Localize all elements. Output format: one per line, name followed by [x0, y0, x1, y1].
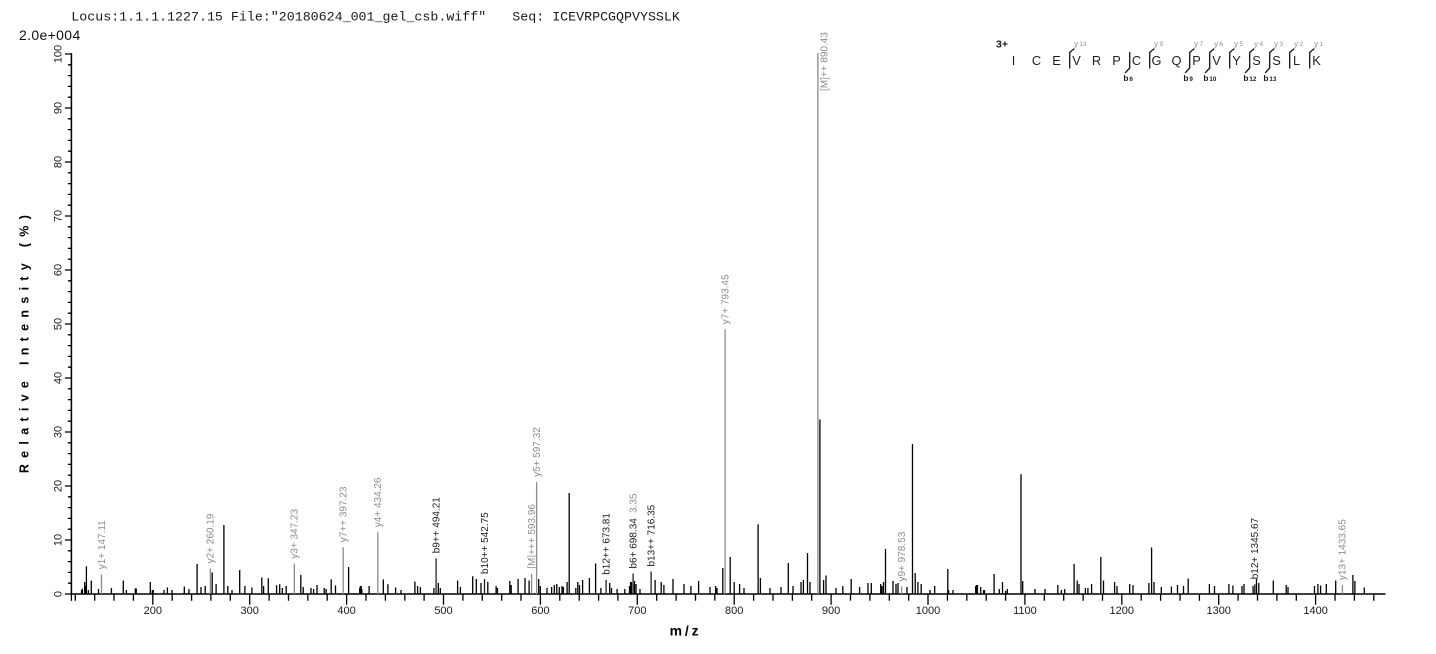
svg-text:V: V — [1072, 53, 1081, 68]
svg-text:V: V — [1212, 53, 1221, 68]
svg-text:9: 9 — [1189, 76, 1193, 83]
svg-text:1: 1 — [1320, 41, 1324, 48]
svg-text:9: 9 — [1160, 41, 1164, 48]
svg-text:y: y — [1234, 39, 1238, 48]
svg-text:y: y — [1154, 39, 1158, 48]
svg-text:12: 12 — [1249, 76, 1257, 83]
svg-text:3.35: 3.35 — [628, 493, 639, 513]
svg-text:2.0e+004: 2.0e+004 — [19, 27, 81, 43]
svg-text:6: 6 — [1220, 41, 1224, 48]
svg-text:13: 13 — [1269, 76, 1277, 83]
svg-text:600: 600 — [531, 605, 549, 617]
svg-text:b: b — [1243, 73, 1248, 83]
svg-text:2: 2 — [1300, 41, 1304, 48]
svg-text:b: b — [1263, 73, 1268, 83]
svg-text:y13+ 1433.65: y13+ 1433.65 — [1338, 519, 1349, 580]
svg-text:20: 20 — [53, 480, 65, 492]
svg-text:m/z: m/z — [670, 623, 702, 639]
svg-text:7: 7 — [1200, 41, 1204, 48]
svg-text:1100: 1100 — [1013, 605, 1037, 617]
svg-text:30: 30 — [53, 426, 65, 438]
svg-text:900: 900 — [822, 605, 840, 617]
svg-text:Y: Y — [1232, 53, 1241, 68]
svg-text:b6+ 698.34: b6+ 698.34 — [628, 518, 639, 569]
svg-text:13: 13 — [1080, 41, 1088, 48]
svg-text:y: y — [1194, 39, 1198, 48]
svg-text:b12+ 1345.67: b12+ 1345.67 — [1250, 517, 1261, 579]
svg-text:b13++ 716.35: b13++ 716.35 — [646, 504, 657, 566]
svg-text:y: y — [1254, 39, 1258, 48]
svg-text:y7+ 793.45: y7+ 793.45 — [720, 274, 731, 324]
svg-text:G: G — [1152, 53, 1162, 68]
svg-text:1000: 1000 — [916, 605, 940, 617]
svg-text:60: 60 — [53, 264, 65, 276]
svg-text:P: P — [1192, 53, 1201, 68]
svg-text:100: 100 — [53, 45, 65, 63]
svg-text:1200: 1200 — [1110, 605, 1134, 617]
svg-text:y: y — [1274, 39, 1278, 48]
svg-text:K: K — [1312, 53, 1321, 68]
svg-text:10: 10 — [53, 534, 65, 546]
svg-text:Q: Q — [1172, 53, 1182, 68]
svg-text:90: 90 — [53, 102, 65, 114]
svg-text:80: 80 — [53, 156, 65, 168]
svg-text:Seq: ICEVRPCGQPVYSSLK: Seq: ICEVRPCGQPVYSSLK — [512, 10, 680, 25]
svg-text:6: 6 — [1129, 76, 1133, 83]
svg-text:200: 200 — [144, 605, 162, 617]
svg-text:y9+ 978.53: y9+ 978.53 — [897, 531, 908, 581]
svg-text:3: 3 — [1280, 41, 1284, 48]
svg-text:S: S — [1252, 53, 1261, 68]
svg-text:y1+ 147.11: y1+ 147.11 — [97, 520, 108, 569]
svg-text:300: 300 — [241, 605, 259, 617]
svg-text:70: 70 — [53, 210, 65, 222]
svg-text:R: R — [1092, 53, 1101, 68]
svg-text:P: P — [1112, 53, 1121, 68]
svg-text:C: C — [1132, 53, 1141, 68]
svg-text:L: L — [1293, 53, 1300, 68]
svg-text:1300: 1300 — [1206, 605, 1230, 617]
svg-text:b: b — [1203, 73, 1208, 83]
svg-text:3+: 3+ — [996, 38, 1008, 50]
svg-text:10: 10 — [1209, 76, 1217, 83]
svg-text:700: 700 — [628, 605, 646, 617]
svg-text:Relative Intensity (%): Relative Intensity (%) — [18, 209, 32, 473]
svg-text:S: S — [1272, 53, 1281, 68]
svg-text:y: y — [1074, 39, 1078, 48]
svg-text:y5+ 597.32: y5+ 597.32 — [532, 427, 543, 477]
svg-text:50: 50 — [53, 318, 65, 330]
svg-text:C: C — [1032, 53, 1041, 68]
svg-text:4: 4 — [1260, 41, 1264, 48]
svg-text:b9++ 494.21: b9++ 494.21 — [431, 497, 442, 554]
svg-text:5: 5 — [1240, 41, 1244, 48]
svg-text:0: 0 — [53, 591, 65, 597]
svg-text:y: y — [1294, 39, 1298, 48]
svg-text:y7++ 397.23: y7++ 397.23 — [339, 486, 350, 542]
svg-text:y: y — [1214, 39, 1218, 48]
svg-text:y3+ 347.23: y3+ 347.23 — [290, 508, 301, 558]
svg-text:b12++ 673.81: b12++ 673.81 — [601, 513, 612, 575]
svg-text:[M]+++ 593.96: [M]+++ 593.96 — [527, 504, 538, 569]
svg-text:40: 40 — [53, 372, 65, 384]
svg-text:b: b — [1123, 73, 1128, 83]
svg-text:1400: 1400 — [1303, 605, 1327, 617]
svg-text:y: y — [1314, 39, 1318, 48]
svg-text:b10++ 542.75: b10++ 542.75 — [480, 512, 491, 574]
svg-text:y2+ 260.19: y2+ 260.19 — [206, 513, 217, 563]
svg-text:b: b — [1183, 73, 1188, 83]
svg-text:E: E — [1052, 53, 1061, 68]
svg-text:Locus:1.1.1.1227.15 File:"2018: Locus:1.1.1.1227.15 File:"20180624_001_g… — [71, 10, 486, 25]
svg-text:400: 400 — [337, 605, 355, 617]
svg-text:[M]++ 890.43: [M]++ 890.43 — [820, 32, 831, 91]
svg-text:y4+ 434.26: y4+ 434.26 — [373, 477, 384, 527]
svg-text:500: 500 — [434, 605, 452, 617]
svg-text:I: I — [1012, 53, 1016, 68]
svg-text:800: 800 — [725, 605, 743, 617]
